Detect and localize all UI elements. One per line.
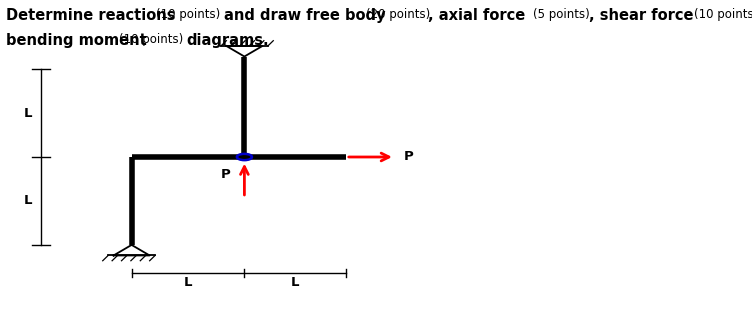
Text: Determine reactions: Determine reactions	[6, 8, 180, 23]
Text: , shear force: , shear force	[590, 8, 699, 23]
Text: L: L	[291, 276, 299, 289]
Text: diagrams.: diagrams.	[186, 33, 268, 48]
Text: (20 points): (20 points)	[366, 8, 430, 21]
Text: , axial force: , axial force	[428, 8, 530, 23]
Text: L: L	[183, 276, 193, 289]
Text: (10 points): (10 points)	[694, 8, 752, 21]
Text: L: L	[23, 106, 32, 120]
Text: (10 points): (10 points)	[119, 33, 186, 46]
Text: (10 points): (10 points)	[156, 8, 224, 21]
Text: and draw free body: and draw free body	[223, 8, 390, 23]
Text: P: P	[221, 168, 231, 181]
Text: P: P	[404, 150, 414, 164]
Text: bending moment: bending moment	[6, 33, 152, 48]
Text: L: L	[23, 194, 32, 208]
Text: (5 points): (5 points)	[533, 8, 590, 21]
